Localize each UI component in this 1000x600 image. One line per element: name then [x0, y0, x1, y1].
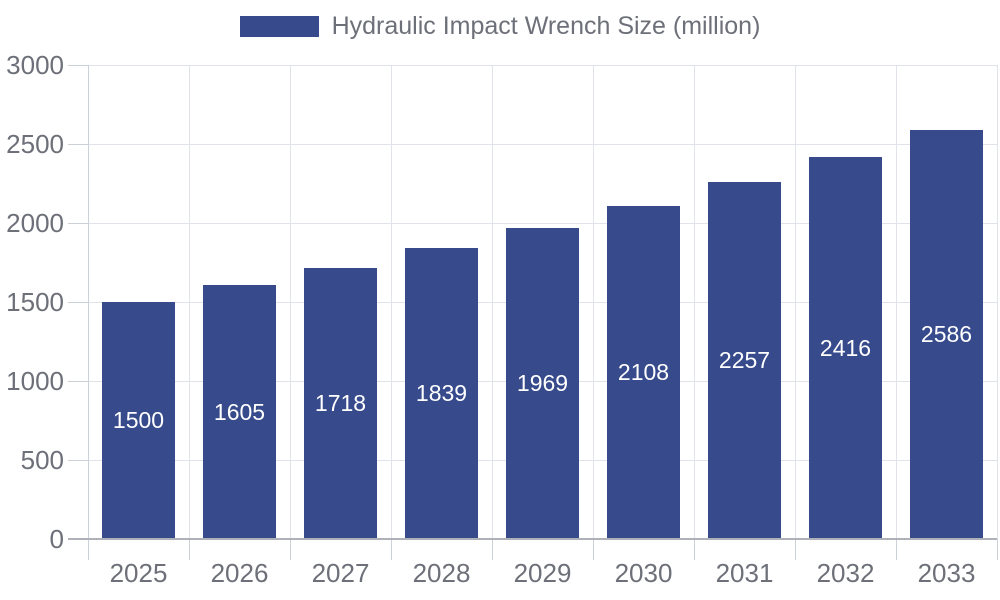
- bar[interactable]: 2108: [607, 205, 680, 539]
- bar[interactable]: 1500: [102, 302, 175, 539]
- x-axis-label: 2033: [917, 558, 976, 588]
- x-axis-tick: [289, 539, 291, 560]
- bar-value-label: 2586: [920, 321, 973, 348]
- y-axis-tick: [68, 380, 88, 382]
- gridline-vertical: [491, 65, 493, 539]
- y-axis-line: [88, 65, 89, 539]
- gridline-vertical: [895, 65, 897, 539]
- bar[interactable]: 1839: [405, 248, 478, 539]
- x-axis-tick: [491, 539, 493, 560]
- bar-value-label: 1500: [112, 407, 165, 433]
- y-axis-tick: [68, 459, 88, 461]
- x-axis-label: 2025: [109, 558, 168, 588]
- gridline-horizontal: [88, 222, 997, 224]
- x-axis-tick: [592, 539, 594, 560]
- bar[interactable]: 2257: [708, 182, 781, 539]
- x-axis-tick: [895, 539, 897, 560]
- x-axis-tick: [87, 539, 89, 560]
- x-axis-label: 2030: [614, 558, 673, 588]
- x-axis-tick: [794, 539, 796, 560]
- gridline-vertical: [592, 65, 594, 539]
- gridline-vertical: [996, 65, 998, 539]
- y-axis-label: 3000: [6, 50, 64, 80]
- bar[interactable]: 2586: [910, 130, 983, 539]
- x-axis-label: 2031: [715, 558, 774, 588]
- legend-swatch: [239, 16, 319, 37]
- x-axis-tick: [693, 539, 695, 560]
- y-axis-label: 1000: [6, 366, 64, 396]
- x-axis-line: [68, 538, 997, 540]
- x-axis-tick: [996, 539, 998, 560]
- y-axis-label: 2500: [6, 129, 64, 159]
- x-axis-label: 2032: [816, 558, 875, 588]
- bar-value-label: 2416: [819, 334, 872, 361]
- plot-area: 1500 1605 1718 1839 1969 2108 2257 2416 2586: [88, 64, 998, 539]
- y-axis-label: 2000: [6, 208, 64, 238]
- y-axis-label: 0: [49, 524, 64, 554]
- y-axis-tick: [68, 64, 88, 66]
- bar-value-label: 1969: [516, 369, 569, 396]
- gridline-vertical: [390, 65, 392, 539]
- x-axis-tick: [188, 539, 190, 560]
- y-axis-tick: [68, 143, 88, 145]
- y-axis-tick: [68, 222, 88, 224]
- y-axis-label: 1500: [6, 287, 64, 317]
- x-axis-label: 2026: [210, 558, 269, 588]
- gridline-horizontal: [88, 143, 997, 145]
- gridline-vertical: [188, 65, 190, 539]
- x-axis-label: 2027: [311, 558, 370, 588]
- bar-value-label: 1605: [213, 398, 266, 425]
- bar-value-label: 1839: [415, 380, 468, 407]
- gridline-vertical: [693, 65, 695, 539]
- bar[interactable]: 1718: [304, 267, 377, 539]
- bar[interactable]: 1605: [203, 285, 276, 539]
- bar-value-label: 2108: [617, 358, 670, 385]
- gridline-vertical: [794, 65, 796, 539]
- bar[interactable]: 2416: [809, 157, 882, 539]
- legend-label: Hydraulic Impact Wrench Size (million): [331, 12, 761, 40]
- y-axis-label: 500: [20, 445, 64, 475]
- x-axis-tick: [390, 539, 392, 560]
- gridline-horizontal: [88, 64, 997, 66]
- bar[interactable]: 1969: [506, 227, 579, 539]
- bar-value-label: 1718: [314, 389, 367, 416]
- x-axis-label: 2028: [412, 558, 471, 588]
- y-axis-tick: [68, 301, 88, 303]
- x-axis-label: 2029: [513, 558, 572, 588]
- gridline-vertical: [289, 65, 291, 539]
- legend[interactable]: Hydraulic Impact Wrench Size (million): [0, 12, 1000, 41]
- bar-value-label: 2257: [718, 347, 771, 374]
